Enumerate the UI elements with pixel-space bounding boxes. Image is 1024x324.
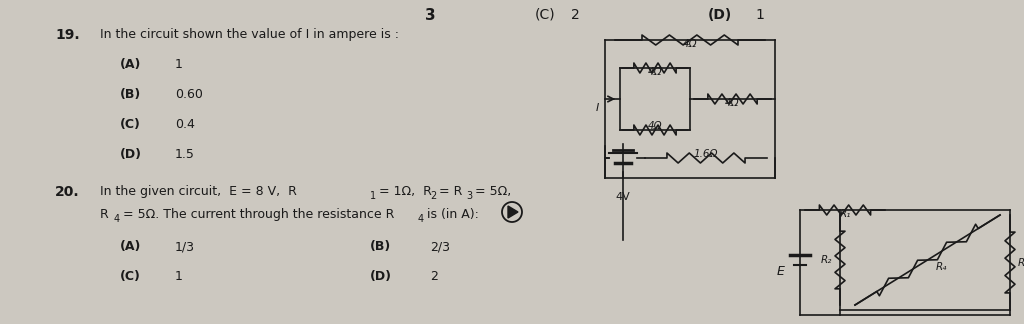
- Text: 4Ω: 4Ω: [648, 67, 663, 77]
- Text: = 5Ω,: = 5Ω,: [475, 185, 511, 198]
- Text: 4: 4: [418, 214, 424, 224]
- Text: (D): (D): [370, 270, 392, 283]
- Text: In the circuit shown the value of I in ampere is :: In the circuit shown the value of I in a…: [100, 28, 399, 41]
- Text: 2/3: 2/3: [430, 240, 450, 253]
- Text: (C): (C): [535, 8, 555, 22]
- Text: 19.: 19.: [55, 28, 80, 42]
- Text: 1: 1: [756, 8, 765, 22]
- Text: 1: 1: [175, 58, 183, 71]
- Text: 1.6Ω: 1.6Ω: [694, 149, 718, 159]
- Text: (A): (A): [120, 58, 141, 71]
- Text: 4: 4: [114, 214, 120, 224]
- Text: I: I: [595, 103, 599, 113]
- Polygon shape: [508, 206, 518, 218]
- Text: 0.4: 0.4: [175, 118, 195, 131]
- Text: 4Ω: 4Ω: [648, 121, 663, 131]
- Text: (C): (C): [120, 118, 141, 131]
- Text: 20.: 20.: [55, 185, 80, 199]
- Text: E: E: [777, 265, 785, 278]
- Text: (D): (D): [120, 148, 142, 161]
- Text: In the given circuit,  E = 8 V,  R: In the given circuit, E = 8 V, R: [100, 185, 297, 198]
- Text: 0.60: 0.60: [175, 88, 203, 101]
- Text: 1/3: 1/3: [175, 240, 195, 253]
- Text: = R: = R: [439, 185, 463, 198]
- Text: 1.5: 1.5: [175, 148, 195, 161]
- Text: 2: 2: [430, 270, 438, 283]
- Text: (D): (D): [708, 8, 732, 22]
- Text: = 5Ω. The current through the resistance R: = 5Ω. The current through the resistance…: [123, 208, 394, 221]
- Text: (C): (C): [120, 270, 141, 283]
- Text: R: R: [100, 208, 109, 221]
- Text: 2: 2: [570, 8, 580, 22]
- Text: (B): (B): [370, 240, 391, 253]
- Text: R₂: R₂: [820, 255, 831, 265]
- Text: (A): (A): [120, 240, 141, 253]
- Text: 3: 3: [425, 8, 435, 23]
- Text: 2: 2: [430, 191, 436, 201]
- Text: 4Ω: 4Ω: [683, 39, 697, 49]
- Text: 1: 1: [370, 191, 376, 201]
- Text: R₄: R₄: [936, 262, 947, 272]
- Text: 1: 1: [175, 270, 183, 283]
- Text: 4Ω: 4Ω: [725, 98, 739, 108]
- Text: R₃: R₃: [1018, 258, 1024, 268]
- Text: is (in A):: is (in A):: [427, 208, 479, 221]
- Text: = 1Ω,  R: = 1Ω, R: [379, 185, 432, 198]
- Text: 4V: 4V: [615, 192, 630, 202]
- Text: 3: 3: [466, 191, 472, 201]
- Text: R₁: R₁: [840, 209, 851, 219]
- Text: (B): (B): [120, 88, 141, 101]
